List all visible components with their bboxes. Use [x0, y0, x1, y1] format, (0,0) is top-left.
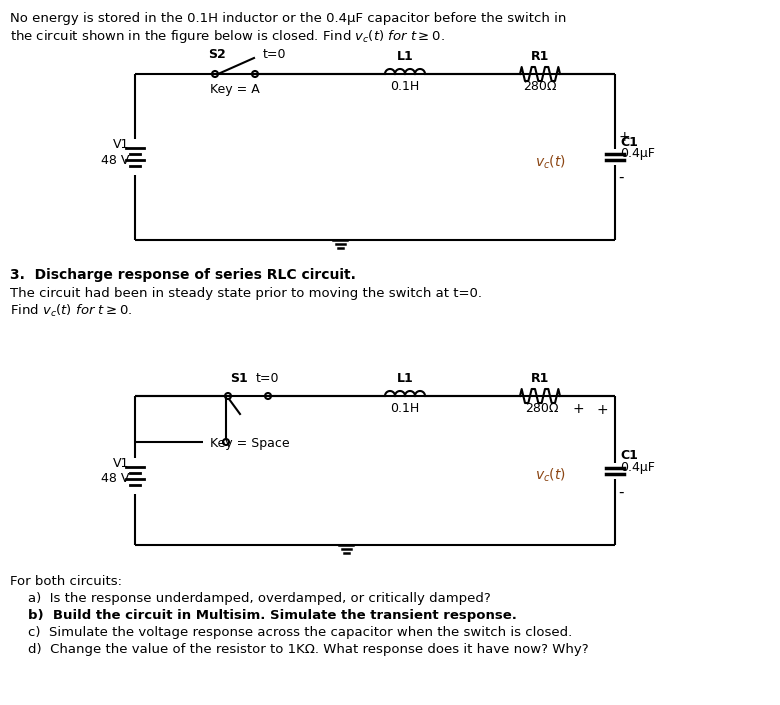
- Text: 0.4μF: 0.4μF: [620, 147, 655, 161]
- Text: 280Ω: 280Ω: [523, 80, 557, 94]
- Text: 48 V: 48 V: [101, 472, 129, 485]
- Text: C1: C1: [620, 449, 638, 462]
- Text: 0.1H: 0.1H: [390, 80, 420, 94]
- Text: Key = Space: Key = Space: [210, 438, 289, 450]
- Text: 280Ω: 280Ω: [525, 403, 558, 415]
- Text: b)  Build the circuit in Multisim. Simulate the transient response.: b) Build the circuit in Multisim. Simula…: [28, 609, 517, 622]
- Text: V1: V1: [112, 138, 129, 152]
- Text: The circuit had been in steady state prior to moving the switch at t=0.: The circuit had been in steady state pri…: [10, 287, 482, 300]
- Text: $v_c(t)$: $v_c(t)$: [534, 153, 566, 171]
- Text: No energy is stored in the 0.1H inductor or the 0.4μF capacitor before the switc: No energy is stored in the 0.1H inductor…: [10, 12, 566, 25]
- Text: R1: R1: [531, 372, 549, 386]
- Text: 3.  Discharge response of series RLC circuit.: 3. Discharge response of series RLC circ…: [10, 268, 356, 282]
- Text: V1: V1: [112, 457, 129, 470]
- Text: L1: L1: [396, 372, 413, 386]
- Text: Find $v_c(t)$ $for$ $t \geq 0$.: Find $v_c(t)$ $for$ $t \geq 0$.: [10, 303, 133, 319]
- Text: Key = A: Key = A: [210, 83, 260, 97]
- Text: C1: C1: [620, 135, 638, 149]
- Text: $v_c(t)$: $v_c(t)$: [534, 467, 566, 484]
- Text: a)  Is the response underdamped, overdamped, or critically damped?: a) Is the response underdamped, overdamp…: [28, 592, 491, 605]
- Text: t=0: t=0: [256, 372, 279, 384]
- Text: S1: S1: [230, 372, 248, 384]
- Text: 0.1H: 0.1H: [390, 403, 420, 415]
- Text: For both circuits:: For both circuits:: [10, 575, 122, 588]
- Text: +: +: [618, 130, 629, 144]
- Text: t=0: t=0: [263, 47, 286, 61]
- Text: d)  Change the value of the resistor to 1KΩ. What response does it have now? Why: d) Change the value of the resistor to 1…: [28, 643, 589, 656]
- Text: S2: S2: [208, 47, 226, 61]
- Text: +: +: [572, 402, 583, 416]
- Text: R1: R1: [531, 51, 549, 63]
- Text: L1: L1: [396, 51, 413, 63]
- Text: -: -: [618, 485, 623, 500]
- Text: the circuit shown in the figure below is closed. Find $v_c(t)$ $for$ $t \geq 0$.: the circuit shown in the figure below is…: [10, 28, 445, 45]
- Text: 48 V: 48 V: [101, 154, 129, 166]
- Text: c)  Simulate the voltage response across the capacitor when the switch is closed: c) Simulate the voltage response across …: [28, 626, 573, 639]
- Text: 0.4μF: 0.4μF: [620, 461, 655, 474]
- Text: -: -: [618, 169, 623, 185]
- Text: +: +: [597, 403, 608, 417]
